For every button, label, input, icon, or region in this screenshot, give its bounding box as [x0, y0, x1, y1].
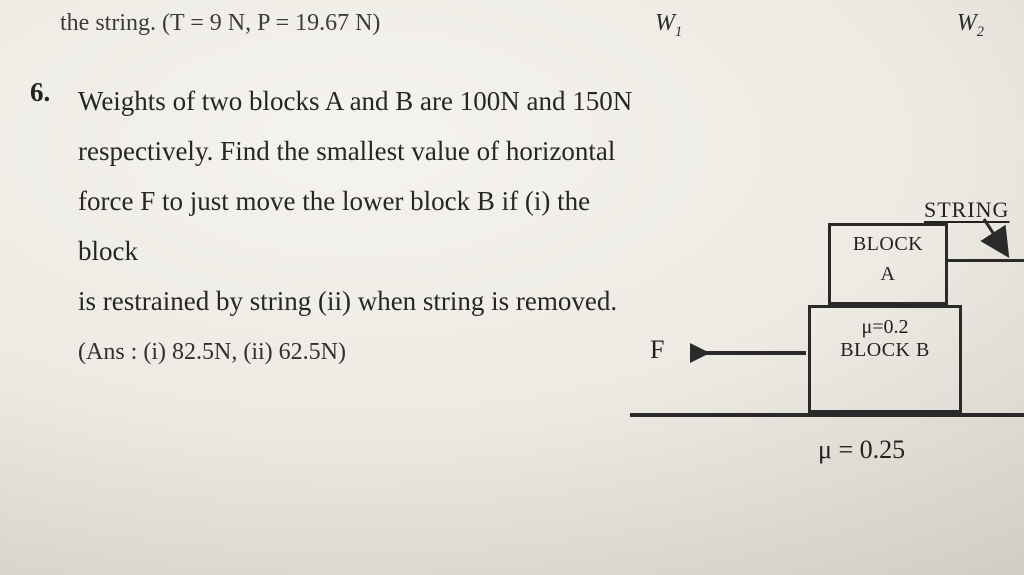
- content-row: 6. Weights of two blocks A and B are 100…: [30, 77, 994, 497]
- force-arrow-icon: [690, 107, 1024, 487]
- ans-ii: (ii) 62.5N): [237, 339, 346, 365]
- ans-prefix: (Ans :: [78, 339, 137, 365]
- answers: (Ans : (i) 82.5N, (ii) 62.5N): [78, 339, 346, 365]
- problem-line-1: Weights of two blocks A and B are 100N a…: [78, 86, 632, 116]
- w2-letter: W: [957, 10, 977, 36]
- problem-line-4: is restrained by string (ii) when string…: [78, 286, 617, 316]
- top-line: the string. (T = 9 N, P = 19.67 N) W1 W2: [30, 10, 994, 41]
- force-f-label: F: [650, 335, 664, 365]
- problem-line-3: force F to just move the lower block B i…: [78, 186, 590, 266]
- diagram: STRING BLOCK A μ=0.2: [690, 107, 1024, 487]
- diagram-wrap: STRING BLOCK A μ=0.2: [660, 77, 994, 497]
- problem-body: Weights of two blocks A and B are 100N a…: [78, 77, 638, 377]
- mu-floor-label: μ = 0.25: [818, 435, 905, 465]
- page-root: the string. (T = 9 N, P = 19.67 N) W1 W2…: [0, 0, 1024, 575]
- w1-label: W1: [655, 10, 682, 41]
- w1-sub: 1: [675, 24, 682, 40]
- problem-6: 6. Weights of two blocks A and B are 100…: [30, 77, 660, 377]
- problem-number: 6.: [30, 77, 74, 108]
- ans-i: (i) 82.5N,: [137, 339, 237, 365]
- problem-line-2: respectively. Find the smallest value of…: [78, 136, 615, 166]
- prev-answer-fragment: the string. (T = 9 N, P = 19.67 N): [60, 10, 380, 37]
- w1-letter: W: [655, 10, 675, 36]
- w2-label: W2: [957, 10, 984, 41]
- w2-sub: 2: [977, 24, 984, 40]
